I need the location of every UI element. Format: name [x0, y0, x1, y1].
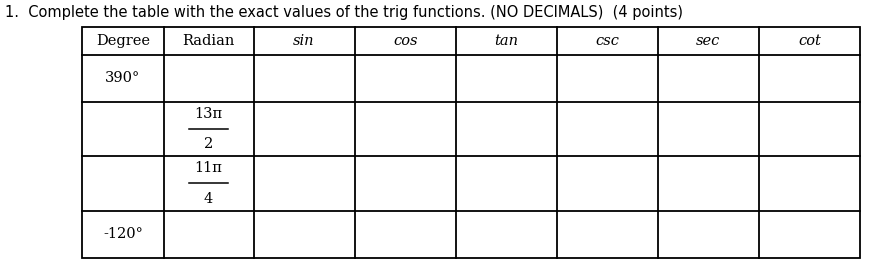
Text: csc: csc: [595, 34, 619, 48]
Text: Degree: Degree: [96, 34, 150, 48]
Text: sin: sin: [293, 34, 315, 48]
Bar: [82, 27, 860, 258]
Text: 1.  Complete the table with the exact values of the trig functions. (NO DECIMALS: 1. Complete the table with the exact val…: [5, 5, 683, 20]
Text: tan: tan: [494, 34, 519, 48]
Text: 390°: 390°: [106, 71, 141, 85]
Text: Radian: Radian: [182, 34, 235, 48]
Text: sec: sec: [696, 34, 720, 48]
Text: 13π: 13π: [195, 107, 223, 121]
Text: 2: 2: [204, 137, 213, 151]
Text: cos: cos: [393, 34, 417, 48]
Text: -120°: -120°: [103, 227, 143, 241]
Text: cot: cot: [798, 34, 821, 48]
Text: 4: 4: [204, 192, 213, 206]
Text: 11π: 11π: [195, 161, 223, 175]
